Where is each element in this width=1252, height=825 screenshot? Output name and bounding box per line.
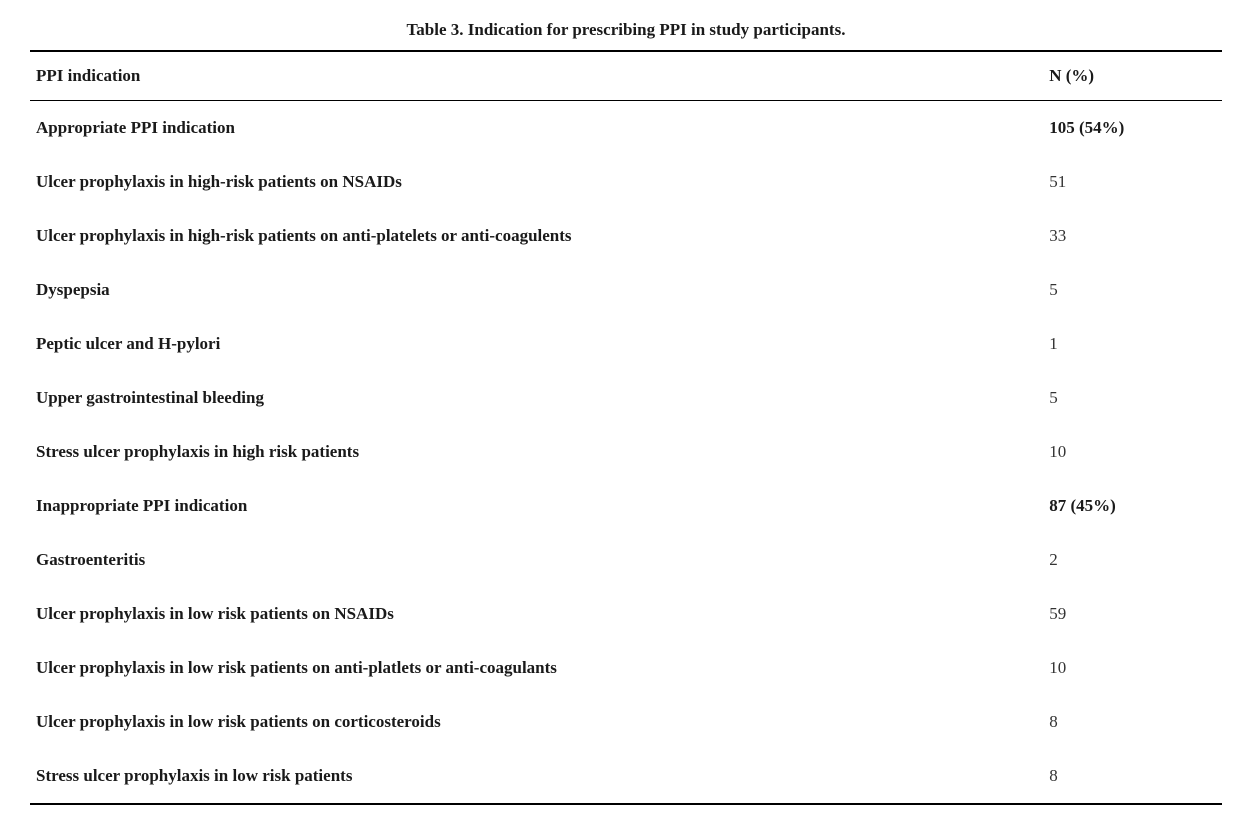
row-value: 1	[1043, 317, 1222, 371]
table-row: Gastroenteritis2	[30, 533, 1222, 587]
row-value: 10	[1043, 641, 1222, 695]
row-label: Appropriate PPI indication	[30, 101, 1043, 156]
row-value: 33	[1043, 209, 1222, 263]
table-row: Appropriate PPI indication105 (54%)	[30, 101, 1222, 156]
table-row: Upper gastrointestinal bleeding5	[30, 371, 1222, 425]
table-row: Inappropriate PPI indication87 (45%)	[30, 479, 1222, 533]
row-value: 59	[1043, 587, 1222, 641]
table-row: Ulcer prophylaxis in low risk patients o…	[30, 695, 1222, 749]
row-label: Stress ulcer prophylaxis in high risk pa…	[30, 425, 1043, 479]
row-label: Peptic ulcer and H-pylori	[30, 317, 1043, 371]
row-value: 2	[1043, 533, 1222, 587]
table-row: Ulcer prophylaxis in low risk patients o…	[30, 587, 1222, 641]
row-label: Ulcer prophylaxis in low risk patients o…	[30, 641, 1043, 695]
row-label: Gastroenteritis	[30, 533, 1043, 587]
row-value: 105 (54%)	[1043, 101, 1222, 156]
row-value: 8	[1043, 695, 1222, 749]
table-container: Table 3. Indication for prescribing PPI …	[30, 20, 1222, 805]
row-value: 87 (45%)	[1043, 479, 1222, 533]
row-value: 8	[1043, 749, 1222, 804]
row-value: 5	[1043, 371, 1222, 425]
row-label: Stress ulcer prophylaxis in low risk pat…	[30, 749, 1043, 804]
row-label: Ulcer prophylaxis in high-risk patients …	[30, 155, 1043, 209]
table-row: Ulcer prophylaxis in low risk patients o…	[30, 641, 1222, 695]
row-value: 51	[1043, 155, 1222, 209]
table-title: Table 3. Indication for prescribing PPI …	[30, 20, 1222, 40]
table-row: Peptic ulcer and H-pylori1	[30, 317, 1222, 371]
row-value: 10	[1043, 425, 1222, 479]
row-label: Upper gastrointestinal bleeding	[30, 371, 1043, 425]
column-header-count: N (%)	[1043, 51, 1222, 101]
row-label: Dyspepsia	[30, 263, 1043, 317]
row-value: 5	[1043, 263, 1222, 317]
row-label: Inappropriate PPI indication	[30, 479, 1043, 533]
table-row: Ulcer prophylaxis in high-risk patients …	[30, 155, 1222, 209]
column-header-indication: PPI indication	[30, 51, 1043, 101]
row-label: Ulcer prophylaxis in high-risk patients …	[30, 209, 1043, 263]
table-row: Stress ulcer prophylaxis in high risk pa…	[30, 425, 1222, 479]
table-header-row: PPI indication N (%)	[30, 51, 1222, 101]
row-label: Ulcer prophylaxis in low risk patients o…	[30, 695, 1043, 749]
table-row: Dyspepsia5	[30, 263, 1222, 317]
table-row: Ulcer prophylaxis in high-risk patients …	[30, 209, 1222, 263]
table-body: Appropriate PPI indication105 (54%)Ulcer…	[30, 101, 1222, 805]
table-row: Stress ulcer prophylaxis in low risk pat…	[30, 749, 1222, 804]
ppi-indication-table: PPI indication N (%) Appropriate PPI ind…	[30, 50, 1222, 805]
row-label: Ulcer prophylaxis in low risk patients o…	[30, 587, 1043, 641]
